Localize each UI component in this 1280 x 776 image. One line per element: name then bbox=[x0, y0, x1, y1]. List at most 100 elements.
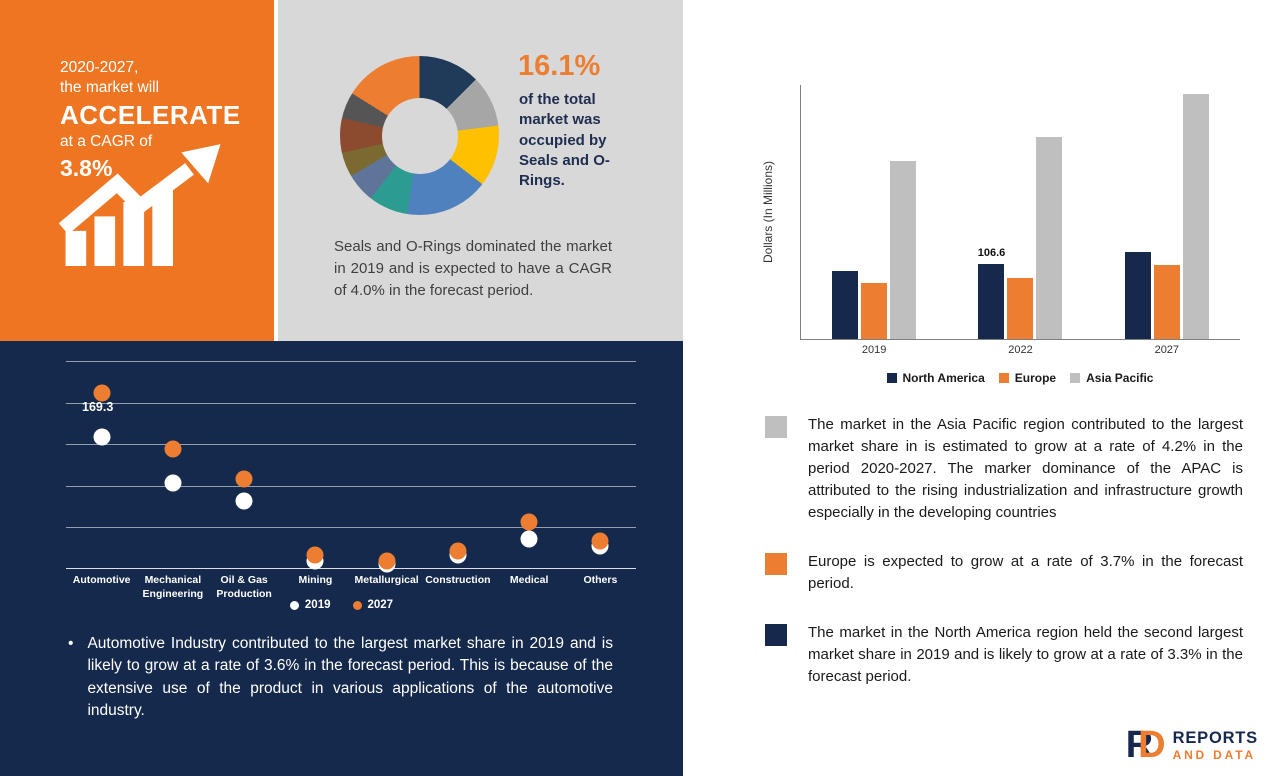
note-europe-text: Europe is expected to grow at a rate of … bbox=[808, 553, 1243, 592]
scatter-legend-label-2019: 2019 bbox=[304, 599, 331, 611]
scatter-category-label: Automotive bbox=[72, 574, 131, 586]
share-percentage: 16.1% bbox=[518, 50, 601, 82]
bar-north-america: 106.6 bbox=[978, 247, 1005, 339]
note-asia-pacific: The market in the Asia Pacific region co… bbox=[765, 414, 1243, 524]
scatter-legend: 2019 2027 bbox=[0, 599, 683, 611]
logo-reports: REPORTS bbox=[1172, 728, 1258, 747]
scatter-category-label: Medical bbox=[509, 574, 549, 586]
note-europe: Europe is expected to grow at a rate of … bbox=[765, 551, 1243, 595]
bullet-marker: • bbox=[68, 635, 74, 652]
scatter-dot-2027 bbox=[449, 542, 467, 560]
y-axis-label-text: Dollars (In Millions) bbox=[761, 161, 775, 264]
scatter-plot: 169.3 bbox=[66, 361, 636, 573]
scatter-dot-2027 bbox=[378, 552, 396, 570]
bar-group-2027: 2027 bbox=[1124, 85, 1209, 356]
regional-panel: Dollars (In Millions) 2019 106.6 2022 2027 … bbox=[683, 0, 1280, 776]
scatter-category-label: Metallurgical bbox=[354, 574, 419, 586]
product-share-panel: 16.1% of the total market was occupied b… bbox=[278, 0, 683, 341]
cagr-value: 3.8% bbox=[60, 155, 113, 182]
region-notes: The market in the Asia Pacific region co… bbox=[765, 414, 1243, 688]
note-square bbox=[765, 416, 787, 438]
reports-and-data-logo: R D REPORTS AND DATA bbox=[1126, 726, 1258, 764]
bar-asia-pacific bbox=[1182, 94, 1209, 339]
scatter-dot-2027 bbox=[93, 384, 111, 402]
cagr-accelerate: ACCELERATE bbox=[60, 99, 241, 130]
bar-legend-label-north-america: North America bbox=[902, 371, 985, 385]
gridline bbox=[66, 444, 636, 446]
scatter-dot-2027 bbox=[164, 440, 182, 458]
scatter-dot-2019 bbox=[164, 474, 182, 492]
bar-legend-item-asia-pacific: Asia Pacific bbox=[1070, 371, 1153, 385]
cagr-panel: 2020-2027, the market will ACCELERATE at… bbox=[0, 0, 274, 341]
scatter-legend-dot-2019 bbox=[289, 600, 299, 610]
scatter-legend-label-2027: 2027 bbox=[367, 599, 394, 611]
scatter-category-label: Mining bbox=[298, 574, 333, 586]
bar-legend-square bbox=[1070, 373, 1081, 383]
note-square bbox=[765, 553, 787, 575]
bar-data-label: 106.6 bbox=[977, 246, 1006, 259]
scatter-legend-item-2027: 2027 bbox=[352, 599, 394, 611]
bar-europe bbox=[861, 283, 888, 339]
scatter-legend-dot-2027 bbox=[352, 600, 362, 610]
scatter-dot-2019 bbox=[93, 428, 111, 446]
gridline bbox=[66, 485, 636, 487]
donut-hole bbox=[381, 97, 458, 174]
gridline bbox=[66, 527, 636, 529]
bar-legend-square bbox=[886, 373, 897, 383]
note-north-america-text: The market in the North America region h… bbox=[808, 624, 1243, 685]
gridline bbox=[66, 361, 636, 362]
bar-legend-label-asia-pacific: Asia Pacific bbox=[1086, 371, 1154, 385]
growth-arrow-icon bbox=[58, 144, 221, 266]
scatter-dot-2027 bbox=[520, 513, 538, 531]
bar-north-america bbox=[832, 270, 859, 339]
bar-legend: North America Europe Asia Pacific bbox=[800, 371, 1240, 385]
logo-wordmark: REPORTS AND DATA bbox=[1173, 729, 1258, 762]
donut-chart bbox=[340, 56, 499, 215]
automotive-note: • Automotive Industry contributed to the… bbox=[68, 633, 613, 722]
bar-asia-pacific bbox=[890, 161, 917, 339]
scatter-category-label: Mechanical Engineering bbox=[142, 574, 204, 600]
bar-europe bbox=[1007, 277, 1034, 339]
bar-x-label: 2019 bbox=[861, 344, 887, 356]
automotive-note-text: Automotive Industry contributed to the l… bbox=[87, 635, 613, 719]
scatter-dot-2027 bbox=[235, 470, 253, 488]
note-north-america: The market in the North America region h… bbox=[765, 622, 1243, 688]
scatter-category-label: Oil & Gas Production bbox=[216, 574, 272, 600]
rd-logo-mark: R D bbox=[1126, 726, 1166, 764]
bar-group-2022: 106.6 2022 bbox=[978, 85, 1063, 356]
x-axis-line bbox=[66, 568, 636, 569]
scatter-legend-item-2019: 2019 bbox=[289, 599, 331, 611]
cagr-years: 2020-2027, bbox=[60, 59, 139, 76]
bar-x-label: 2022 bbox=[1008, 344, 1033, 356]
bar-asia-pacific bbox=[1036, 136, 1063, 339]
note-asia-pacific-text: The market in the Asia Pacific region co… bbox=[808, 416, 1243, 521]
seals-orings-text: Seals and O-Rings dominated the market i… bbox=[334, 238, 612, 300]
cagr-line2: the market will bbox=[60, 78, 160, 96]
scatter-category-label: Construction bbox=[425, 574, 491, 586]
scatter-annotation: 169.3 bbox=[82, 400, 114, 414]
bar-x-label: 2027 bbox=[1154, 344, 1180, 356]
scatter-dot-2027 bbox=[306, 546, 324, 564]
bar-chart-y-axis-label: Dollars (In Millions) bbox=[761, 85, 775, 340]
scatter-dot-2019 bbox=[235, 492, 253, 510]
scatter-categories: Automotive Mechanical Engineering Oil & Ga… bbox=[66, 574, 636, 610]
cagr-line3: at a CAGR of bbox=[60, 133, 153, 151]
bar-europe bbox=[1153, 264, 1180, 339]
logo-letter-r: R bbox=[1125, 724, 1154, 766]
industry-panel: 169.3 Automotive Mechanical Engineering Oi… bbox=[0, 341, 683, 776]
bar-legend-item-europe: Europe bbox=[998, 371, 1057, 385]
logo-letter-d: D bbox=[1138, 724, 1166, 766]
bar-legend-label-europe: Europe bbox=[1014, 371, 1057, 385]
bar-north-america bbox=[1124, 252, 1151, 339]
logo-and-data: AND DATA bbox=[1172, 747, 1256, 762]
note-square bbox=[765, 624, 787, 646]
bar-plot: 2019 106.6 2022 2027 bbox=[800, 85, 1240, 356]
bar-group-2019: 2019 bbox=[832, 85, 917, 356]
bar-legend-square bbox=[998, 373, 1009, 383]
bar-legend-item-north-america: North America bbox=[886, 371, 985, 385]
scatter-dot-2019 bbox=[520, 530, 538, 548]
scatter-category-label: Others bbox=[583, 574, 618, 586]
share-description: of the total market was occupied by Seal… bbox=[519, 91, 610, 189]
gridline bbox=[66, 402, 636, 404]
scatter-dot-2027 bbox=[591, 532, 609, 550]
